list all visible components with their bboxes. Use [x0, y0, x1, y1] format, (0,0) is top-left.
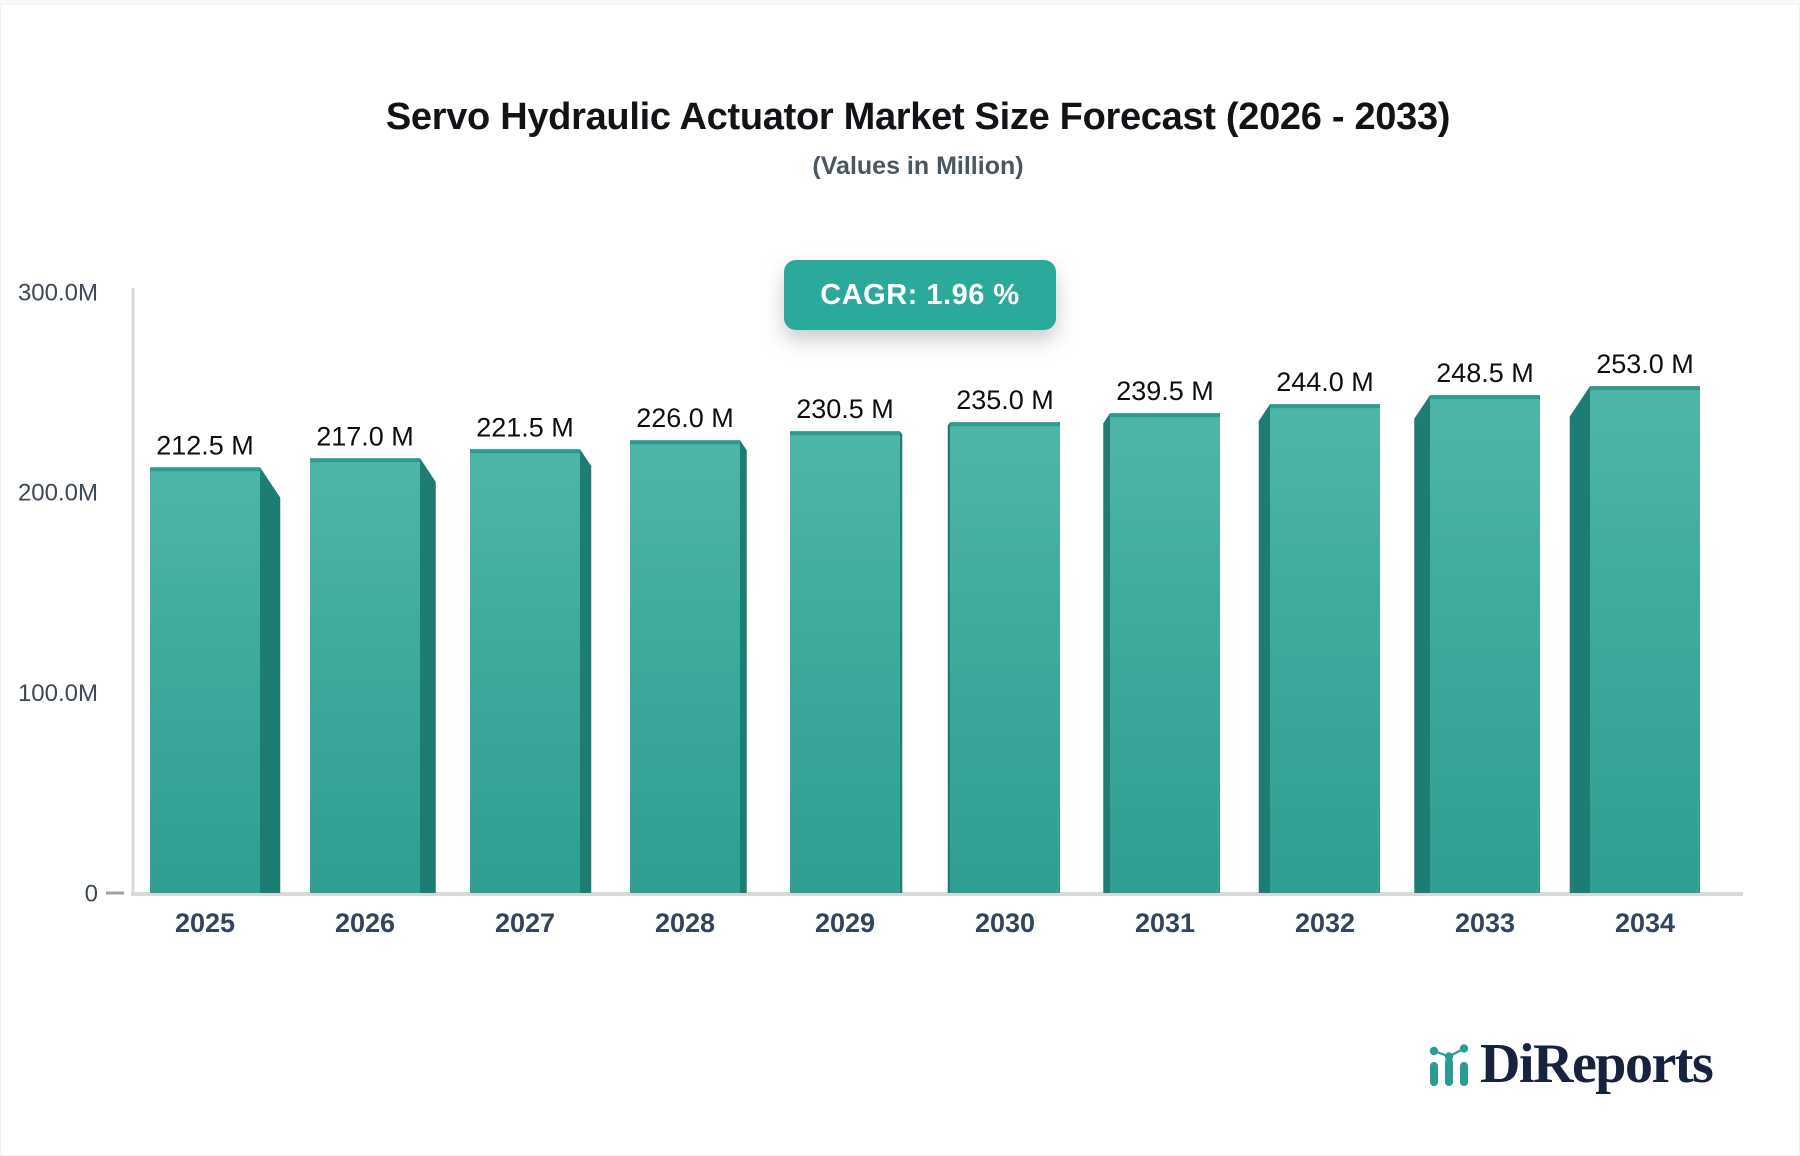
x-axis-label: 2028: [655, 908, 715, 938]
cagr-badge-label: CAGR: 1.96 %: [820, 278, 1020, 311]
x-axis-label: 2029: [815, 908, 875, 938]
bar-side-face: [260, 467, 281, 893]
direports-logo: DiReports: [1428, 1033, 1714, 1096]
bar-side-face: [900, 431, 903, 893]
bar-top-edge: [790, 431, 900, 436]
bar-top-edge: [1110, 413, 1220, 418]
bar-2026: 217.0 M 2026: [310, 421, 436, 938]
direports-logo-text: DiReports: [1480, 1033, 1714, 1096]
bar-2033: 248.5 M 2033: [1414, 358, 1540, 938]
bar-chart: 300.0M 200.0M 100.0M 0 212.5 M 2025 217.0 M 202…: [18, 279, 1743, 938]
x-axis-label: 2031: [1135, 908, 1195, 938]
bar-front-face: [790, 431, 900, 893]
bar-2025: 212.5 M 2025: [150, 430, 281, 938]
bar-side-face: [740, 440, 747, 893]
bar-side-face: [947, 422, 950, 893]
chart-title: Servo Hydraulic Actuator Market Size For…: [385, 96, 1451, 138]
bar-top-edge: [310, 458, 420, 463]
bar-2029: 230.5 M 2029: [790, 394, 903, 938]
y-axis-label: 200.0M: [18, 480, 98, 507]
bar-side-face: [1103, 413, 1110, 893]
bar-top-edge: [1590, 386, 1700, 391]
bar-2032: 244.0 M 2032: [1258, 367, 1380, 938]
bar-2027: 221.5 M 2027: [470, 412, 592, 938]
x-axis-label: 2027: [495, 908, 555, 938]
bar-side-face: [580, 449, 592, 893]
bar-front-face: [630, 440, 740, 893]
y-axis-label: 100.0M: [18, 680, 98, 707]
bar-front-face: [470, 449, 580, 893]
cagr-badge: CAGR: 1.96 %: [784, 260, 1056, 330]
bar-value-label: 221.5 M: [476, 412, 574, 442]
bar-front-face: [1110, 413, 1220, 893]
x-axis-label: 2030: [975, 908, 1035, 938]
x-axis-label: 2025: [175, 908, 235, 938]
bar-front-face: [1590, 386, 1700, 893]
bar-value-label: 226.0 M: [636, 403, 734, 433]
bar-top-edge: [630, 440, 740, 445]
bar-top-edge: [150, 467, 260, 472]
direports-logo-icon: [1429, 1044, 1469, 1086]
x-axis-label: 2034: [1615, 908, 1675, 938]
bar-top-edge: [950, 422, 1060, 427]
bar-value-label: 248.5 M: [1436, 358, 1534, 388]
bar-front-face: [150, 467, 260, 893]
bar-value-label: 253.0 M: [1596, 349, 1694, 379]
bar-front-face: [1430, 395, 1540, 893]
bar-side-face: [420, 458, 436, 893]
bar-front-face: [310, 458, 420, 893]
bar-value-label: 217.0 M: [316, 421, 414, 451]
bar-side-face: [1414, 395, 1430, 893]
bar-top-edge: [470, 449, 580, 454]
bar-2030: 235.0 M 2030: [947, 385, 1060, 938]
bar-2034: 253.0 M 2034: [1569, 349, 1700, 938]
bar-2031: 239.5 M 2031: [1103, 376, 1220, 938]
bar-top-edge: [1270, 404, 1380, 409]
bar-value-label: 230.5 M: [796, 394, 894, 424]
x-axis-label: 2026: [335, 908, 395, 938]
y-axis-label: 300.0M: [18, 279, 98, 306]
chart-subtitle: (Values in Million): [812, 152, 1024, 180]
bar-top-edge: [1430, 395, 1540, 400]
bar-side-face: [1569, 386, 1590, 893]
y-axis-label: 0: [85, 880, 98, 907]
bar-front-face: [950, 422, 1060, 893]
bar-value-label: 235.0 M: [956, 385, 1054, 415]
x-axis-label: 2033: [1455, 908, 1515, 938]
bar-front-face: [1270, 404, 1380, 893]
bar-2028: 226.0 M 2028: [630, 403, 747, 938]
bar-value-label: 244.0 M: [1276, 367, 1374, 397]
bar-value-label: 239.5 M: [1116, 376, 1214, 406]
x-axis-label: 2032: [1295, 908, 1355, 938]
bar-value-label: 212.5 M: [156, 430, 254, 460]
bar-side-face: [1258, 404, 1270, 893]
